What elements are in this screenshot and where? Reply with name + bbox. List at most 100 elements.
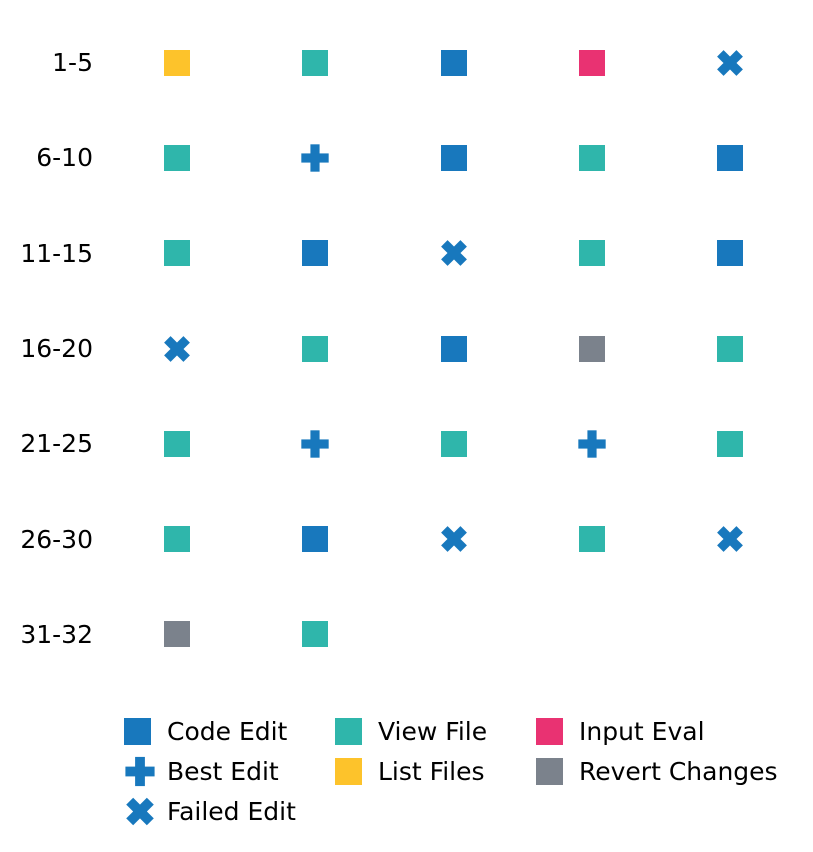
legend-marker xyxy=(536,757,568,785)
view-file-square-marker xyxy=(164,526,191,553)
marker-cell xyxy=(385,110,523,205)
code-edit-square-marker xyxy=(440,335,467,362)
code-edit-square-marker xyxy=(440,144,467,171)
row-label: 26-30 xyxy=(20,524,93,554)
code-edit-square-marker xyxy=(440,49,467,76)
row-cells xyxy=(108,301,799,396)
view-file-square-marker xyxy=(164,240,191,267)
marker-cell xyxy=(246,587,384,682)
view-file-square-marker xyxy=(335,717,362,745)
list-files-square-marker xyxy=(335,757,362,785)
view-file-square-marker xyxy=(164,430,191,457)
marker-cell xyxy=(661,206,799,301)
row-cells xyxy=(108,206,799,301)
view-file-square-marker xyxy=(717,335,744,362)
row-label: 6-10 xyxy=(36,143,93,173)
legend-item-best-edit: Best Edit xyxy=(124,751,335,791)
legend-label: Input Eval xyxy=(579,716,705,746)
legend-label: View File xyxy=(378,716,488,746)
code-edit-square-marker xyxy=(717,144,744,171)
row-cells xyxy=(108,110,799,205)
step-row: 31-32 xyxy=(0,587,813,682)
legend-item-revert-changes: Revert Changes xyxy=(536,751,806,791)
legend-marker xyxy=(124,717,156,745)
marker-cell xyxy=(108,396,246,491)
marker-cell xyxy=(246,396,384,491)
marker-cell xyxy=(246,15,384,110)
marker-cell xyxy=(385,15,523,110)
marker-cell xyxy=(385,301,523,396)
best-edit-plus-marker xyxy=(301,144,330,172)
marker-cell xyxy=(523,15,661,110)
legend: Code Edit View File Input Eval Best Edit Lis… xyxy=(124,711,806,831)
view-file-square-marker xyxy=(302,49,329,76)
row-cells xyxy=(108,491,799,586)
legend-item-list-files: List Files xyxy=(335,751,536,791)
input-eval-square-marker xyxy=(579,49,606,76)
failed-edit-cross-marker xyxy=(440,240,467,267)
best-edit-plus-marker xyxy=(301,430,330,458)
code-edit-square-marker xyxy=(302,526,329,553)
row-cells xyxy=(108,587,385,682)
step-row: 16-20 xyxy=(0,301,813,396)
view-file-square-marker xyxy=(164,144,191,171)
marker-cell xyxy=(246,491,384,586)
list-files-square-marker xyxy=(164,49,191,76)
marker-cell xyxy=(108,491,246,586)
marker-cell xyxy=(108,587,246,682)
legend-item-input-eval: Input Eval xyxy=(536,711,806,751)
legend-marker xyxy=(536,717,568,745)
view-file-square-marker xyxy=(440,430,467,457)
view-file-square-marker xyxy=(302,335,329,362)
view-file-square-marker xyxy=(302,621,329,648)
legend-label: Failed Edit xyxy=(167,796,296,826)
row-label: 16-20 xyxy=(20,334,93,364)
revert-changes-square-marker xyxy=(164,621,191,648)
marker-cell xyxy=(523,301,661,396)
row-label: 11-15 xyxy=(20,238,93,268)
step-row: 6-10 xyxy=(0,110,813,205)
failed-edit-cross-marker xyxy=(164,335,191,362)
marker-grid: 1-5 6-10 11-15 16-20 21-25 26-30 31-32 xyxy=(0,15,813,682)
legend-label: Code Edit xyxy=(167,716,288,746)
marker-cell xyxy=(385,206,523,301)
best-edit-plus-marker xyxy=(125,756,155,786)
row-cells xyxy=(108,396,799,491)
marker-cell xyxy=(523,396,661,491)
legend-marker xyxy=(124,795,156,828)
input-eval-square-marker xyxy=(536,717,563,745)
best-edit-plus-marker xyxy=(578,430,606,458)
step-row: 1-5 xyxy=(0,15,813,110)
marker-cell xyxy=(246,110,384,205)
failed-edit-cross-marker xyxy=(717,526,744,553)
marker-cell xyxy=(661,15,799,110)
step-row: 21-25 xyxy=(0,396,813,491)
marker-cell xyxy=(661,110,799,205)
marker-cell xyxy=(246,301,384,396)
legend-label: Best Edit xyxy=(167,756,279,786)
revert-changes-square-marker xyxy=(579,335,606,362)
row-label: 1-5 xyxy=(52,48,93,78)
marker-cell xyxy=(385,491,523,586)
legend-item-code-edit: Code Edit xyxy=(124,711,335,751)
step-row: 26-30 xyxy=(0,491,813,586)
marker-cell xyxy=(108,301,246,396)
row-label: 31-32 xyxy=(20,619,93,649)
view-file-square-marker xyxy=(579,526,606,553)
marker-cell xyxy=(661,396,799,491)
legend-marker xyxy=(124,755,156,788)
legend-label: List Files xyxy=(378,756,485,786)
marker-cell xyxy=(108,15,246,110)
step-row: 11-15 xyxy=(0,206,813,301)
marker-cell xyxy=(661,301,799,396)
legend-item-failed-edit: Failed Edit xyxy=(124,791,335,831)
code-edit-square-marker xyxy=(124,717,151,745)
view-file-square-marker xyxy=(579,144,606,171)
failed-edit-cross-marker xyxy=(717,49,744,76)
code-edit-square-marker xyxy=(302,240,329,267)
revert-changes-square-marker xyxy=(536,757,563,785)
legend-marker xyxy=(335,757,367,785)
failed-edit-cross-marker xyxy=(126,797,154,825)
marker-cell xyxy=(108,110,246,205)
marker-cell xyxy=(246,206,384,301)
